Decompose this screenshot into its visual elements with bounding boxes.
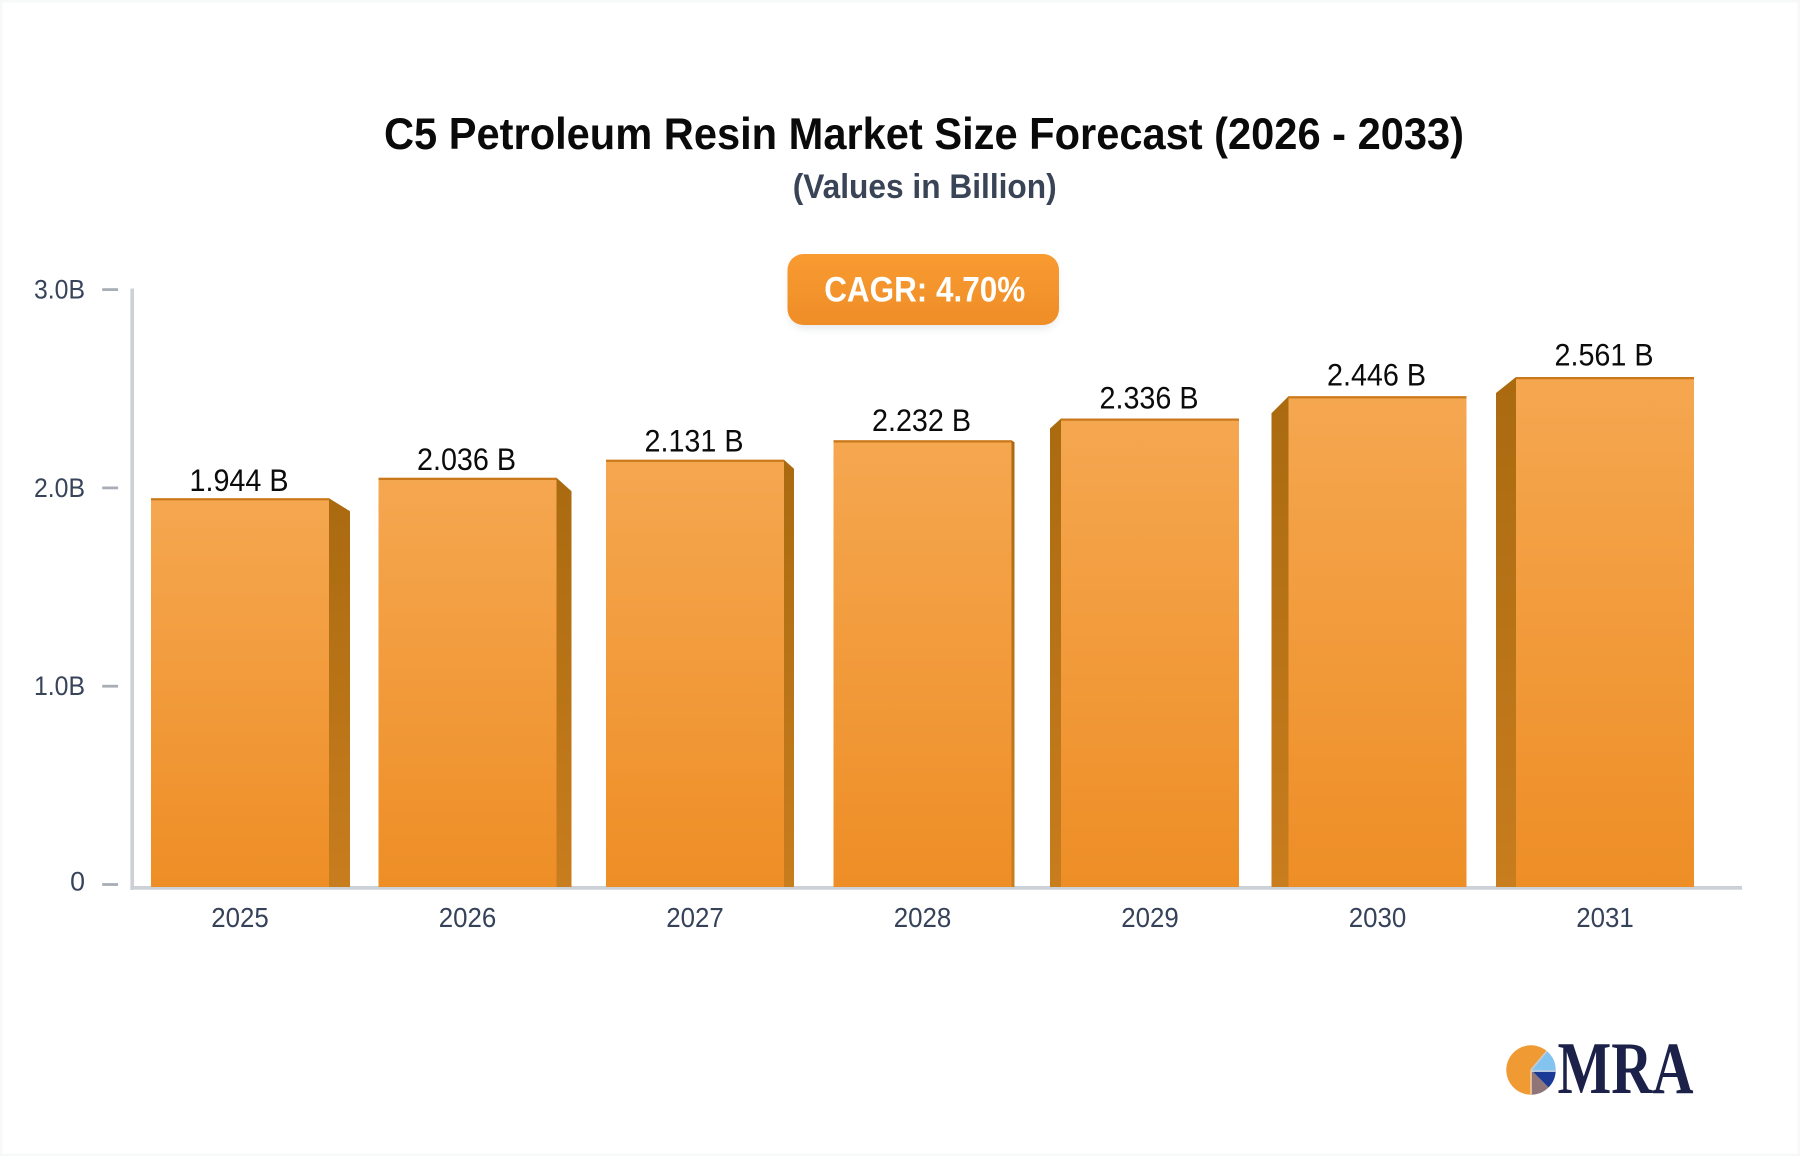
svg-text:2028: 2028 [894, 902, 952, 933]
svg-text:MRA: MRA [1558, 1028, 1694, 1110]
svg-text:2029: 2029 [1121, 902, 1179, 933]
svg-text:2.446 B: 2.446 B [1327, 357, 1426, 393]
svg-text:0: 0 [70, 867, 85, 897]
svg-text:2025: 2025 [211, 902, 269, 933]
svg-text:2026: 2026 [439, 902, 497, 933]
svg-text:1.0B: 1.0B [34, 671, 85, 701]
svg-text:2030: 2030 [1349, 902, 1407, 933]
svg-text:2.232 B: 2.232 B [872, 402, 971, 438]
svg-text:1.944 B: 1.944 B [190, 462, 289, 498]
svg-text:2.336 B: 2.336 B [1100, 380, 1199, 416]
svg-text:2031: 2031 [1576, 902, 1634, 933]
svg-text:2.036 B: 2.036 B [417, 441, 516, 477]
svg-text:2.131 B: 2.131 B [645, 422, 744, 458]
svg-text:(Values in Billion): (Values in Billion) [793, 168, 1057, 206]
svg-text:2027: 2027 [666, 902, 724, 933]
svg-text:CAGR: 4.70%: CAGR: 4.70% [824, 270, 1025, 310]
svg-text:3.0B: 3.0B [34, 275, 85, 305]
svg-text:C5 Petroleum Resin Market Size: C5 Petroleum Resin Market Size Forecast … [384, 110, 1464, 159]
svg-text:2.0B: 2.0B [34, 473, 85, 503]
svg-text:2.561 B: 2.561 B [1555, 337, 1654, 373]
